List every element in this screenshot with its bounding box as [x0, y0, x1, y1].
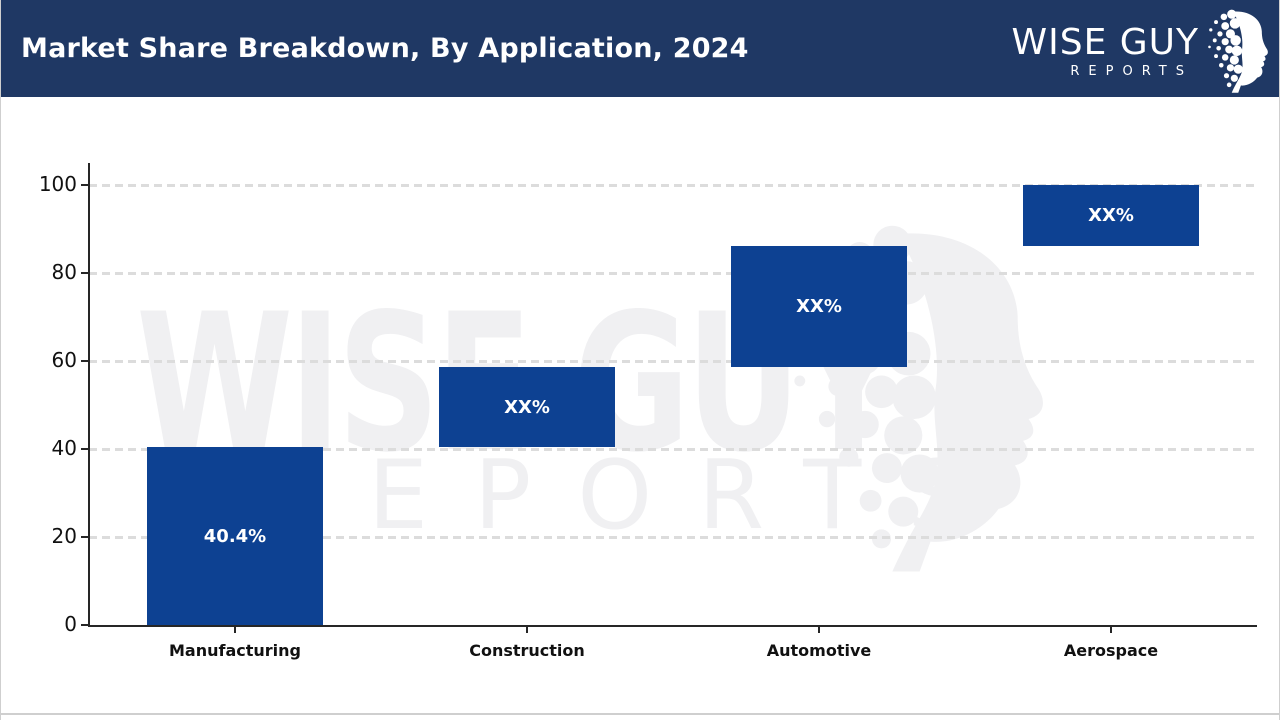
- x-axis-tick: [526, 625, 528, 633]
- y-axis-tick: [81, 448, 89, 450]
- x-axis-category-label: Automotive: [766, 641, 872, 660]
- y-axis-tick-label: 100: [38, 172, 77, 196]
- x-axis-tick: [818, 625, 820, 633]
- y-axis-tick: [81, 272, 89, 274]
- y-axis-tick-label: 20: [51, 524, 77, 548]
- y-axis-tick-label: 60: [51, 348, 77, 372]
- page-title: Market Share Breakdown, By Application, …: [21, 33, 749, 64]
- x-axis-tick: [234, 625, 236, 633]
- header-banner: Market Share Breakdown, By Application, …: [1, 0, 1279, 97]
- y-gridline: [89, 536, 1257, 539]
- bar-manufacturing: 40.4%: [147, 447, 323, 625]
- bar-value-label: 40.4%: [203, 525, 267, 547]
- bottom-divider: [1, 713, 1279, 715]
- y-gridline: [89, 272, 1257, 275]
- bar-automotive: XX%: [731, 245, 907, 368]
- x-axis-tick: [1110, 625, 1112, 633]
- bar-value-label: XX%: [796, 295, 842, 317]
- y-axis-tick-label: 40: [51, 436, 77, 460]
- x-axis-category-label: Aerospace: [1063, 641, 1159, 660]
- x-axis-line: [88, 625, 1257, 627]
- x-axis-category-label: Construction: [469, 641, 585, 660]
- y-axis-tick: [81, 184, 89, 186]
- bar-aerospace: XX%: [1023, 185, 1199, 246]
- y-axis-line: [88, 163, 90, 625]
- y-axis-tick: [81, 536, 89, 538]
- brand-logo-wordmark: WISE GUY: [1011, 22, 1199, 63]
- y-axis-tick: [81, 360, 89, 362]
- y-gridline: [89, 360, 1257, 363]
- bar-construction: XX%: [439, 367, 615, 448]
- y-gridline: [89, 184, 1257, 187]
- brand-logo: WISE GUY REPORTS: [1012, 4, 1271, 94]
- brand-logo-subtitle: REPORTS: [1070, 64, 1193, 79]
- y-axis-tick: [81, 624, 89, 626]
- x-axis-category-label: Manufacturing: [169, 641, 301, 660]
- bar-value-label: XX%: [504, 396, 550, 418]
- chart-area: WISE GUY REPORTS 0 20 40 60 80 100 40.4% Manufa…: [1, 97, 1279, 713]
- y-axis-tick-label: 80: [51, 260, 77, 284]
- y-axis-tick-label: 0: [64, 612, 77, 636]
- y-gridline: [89, 448, 1257, 451]
- brand-logo-head-icon: [1208, 9, 1268, 93]
- bar-value-label: XX%: [1088, 204, 1134, 226]
